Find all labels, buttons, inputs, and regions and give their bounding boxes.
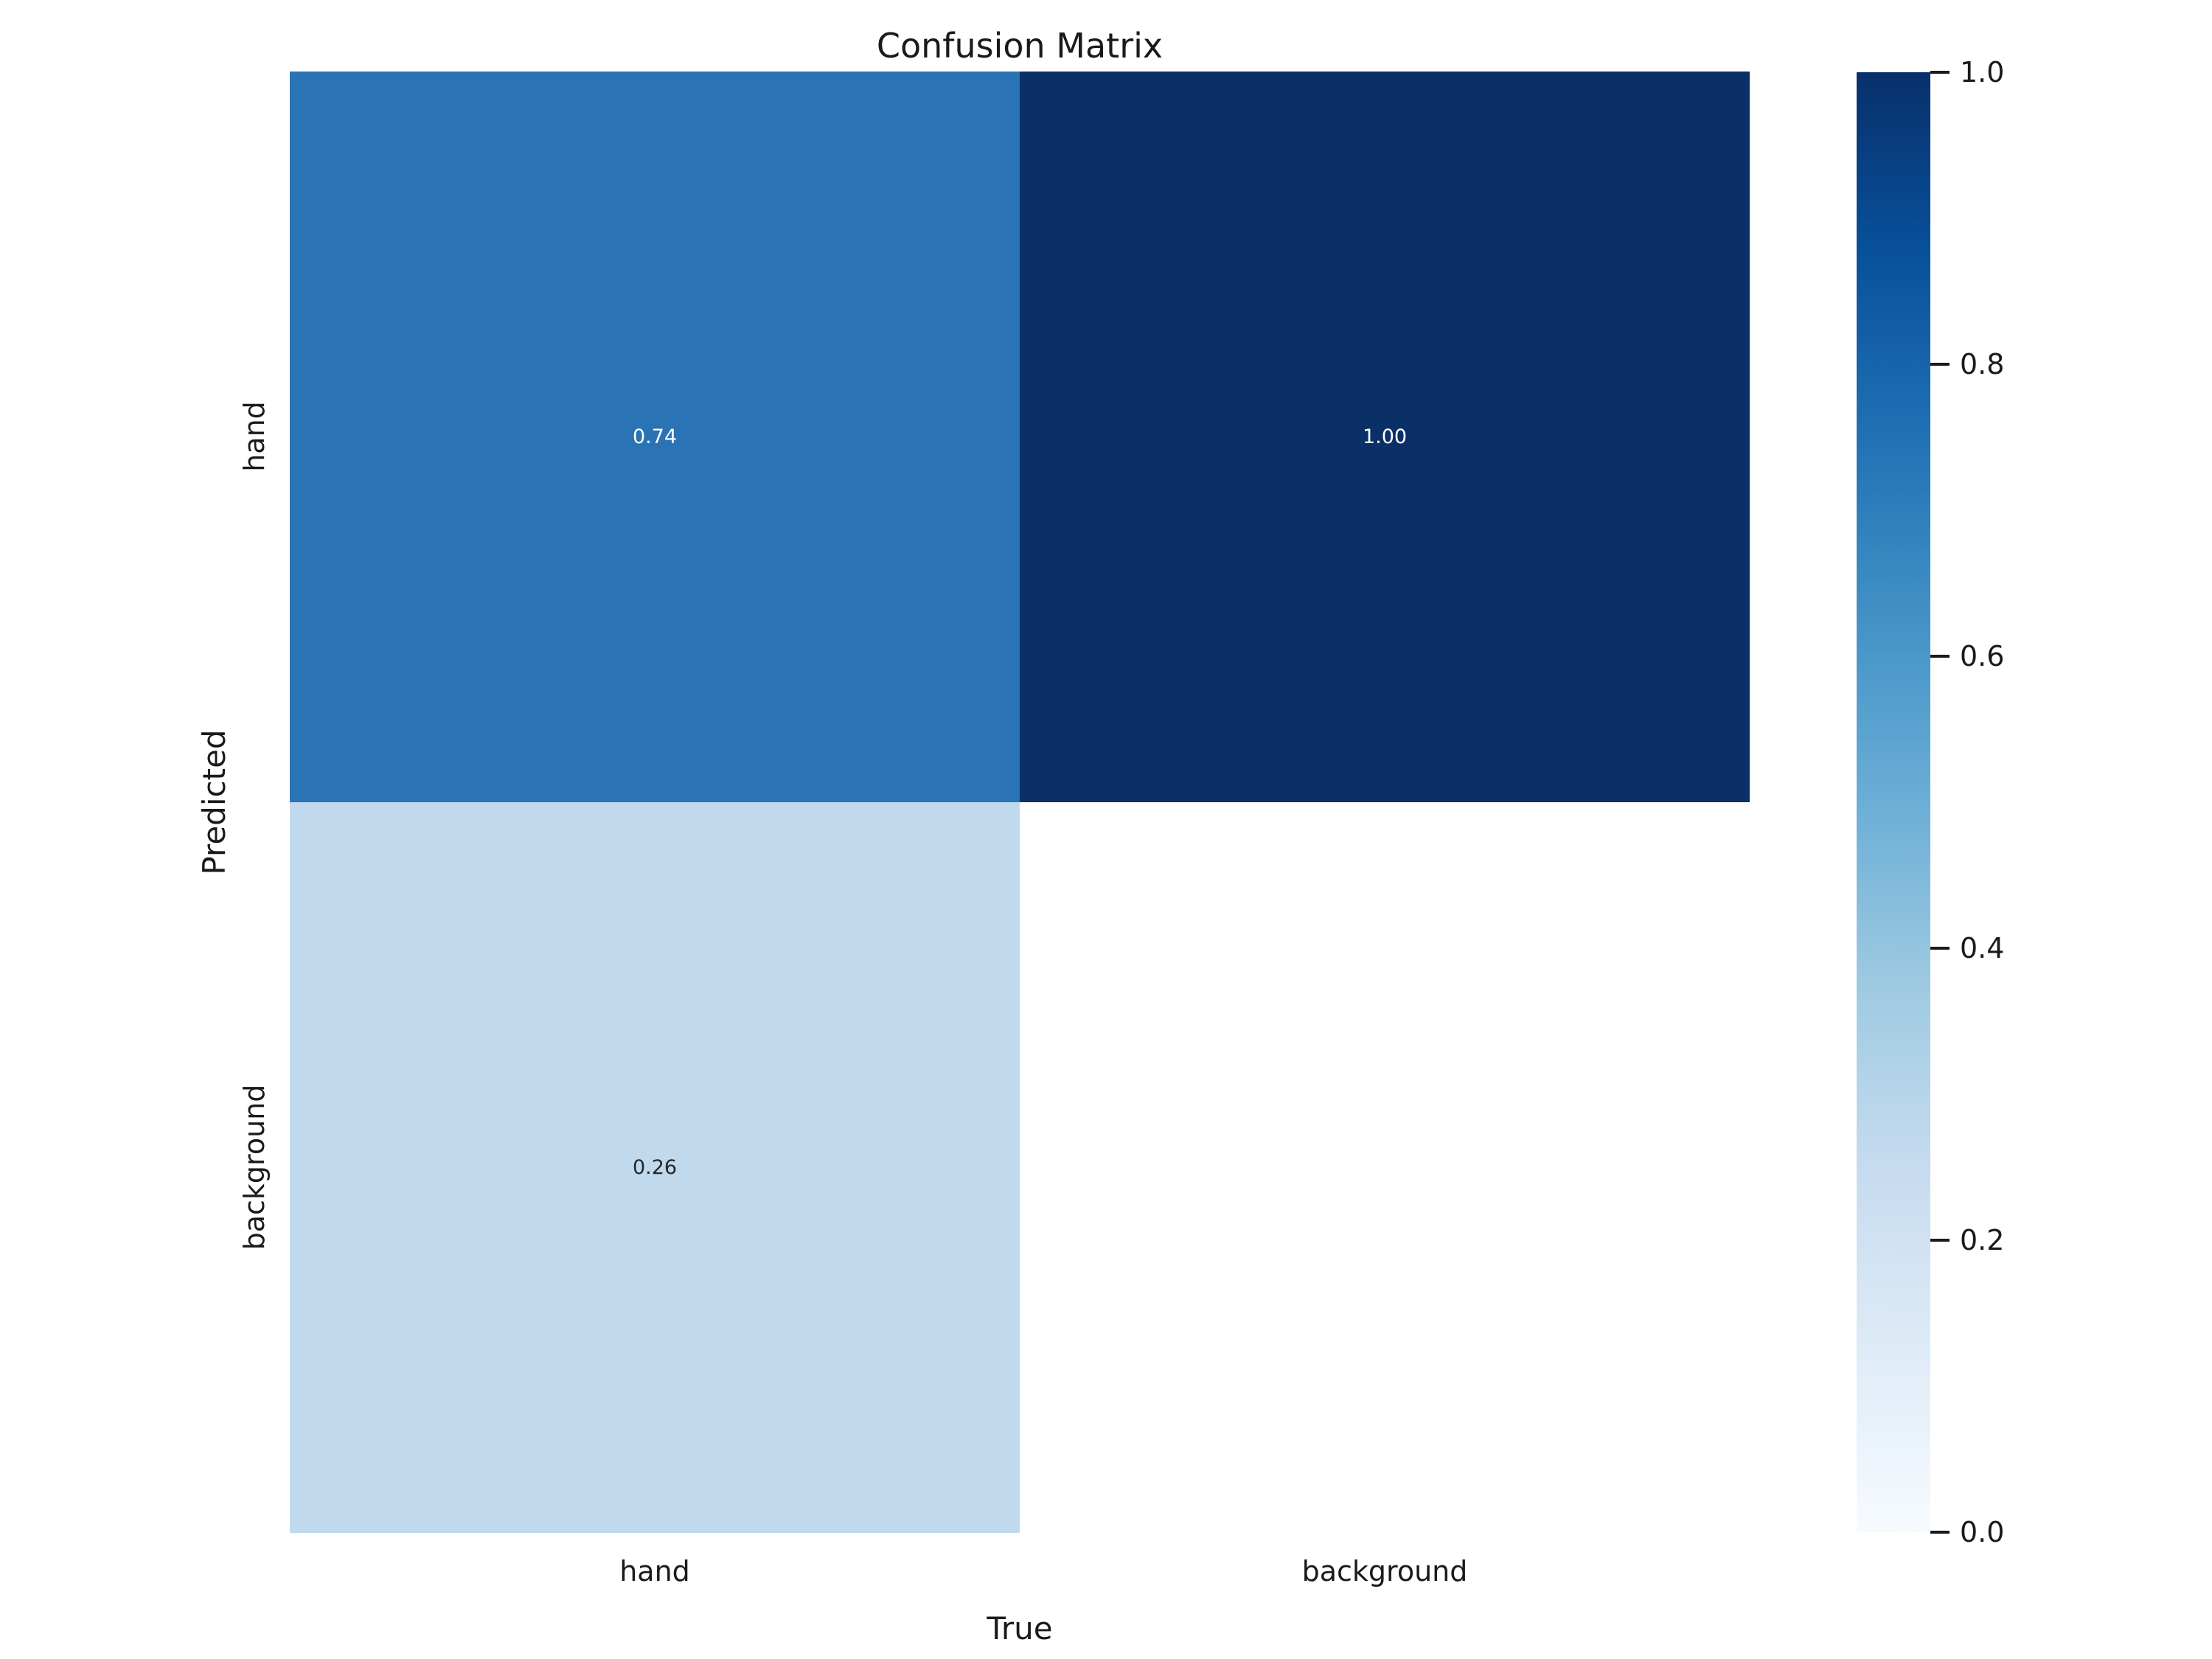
colorbar-tick-label: 0.8 xyxy=(1960,348,2005,380)
colorbar-tick: 0.4 xyxy=(1930,934,2004,962)
colorbar-tick-mark xyxy=(1930,71,1950,74)
cell-annotation: 0.74 xyxy=(632,425,678,448)
colorbar-tick: 0.2 xyxy=(1930,1226,2004,1254)
colorbar-tick-mark xyxy=(1930,363,1950,366)
colorbar-tick: 0.8 xyxy=(1930,350,2004,378)
colorbar-tick-mark xyxy=(1930,1239,1950,1242)
y-tick-background: background xyxy=(238,1084,271,1251)
colorbar-tick-label: 0.2 xyxy=(1960,1224,2005,1256)
colorbar-tick-label: 1.0 xyxy=(1960,56,2005,88)
colorbar-tick-mark xyxy=(1930,655,1950,658)
cell-annotation: 1.00 xyxy=(1362,425,1408,448)
y-axis-label: Predicted xyxy=(196,729,232,875)
colorbar-tick-mark xyxy=(1930,947,1950,950)
colorbar-tick-mark xyxy=(1930,1531,1950,1534)
chart-title: Confusion Matrix xyxy=(876,26,1164,66)
x-tick-background: background xyxy=(1301,1555,1468,1587)
x-tick-hand: hand xyxy=(619,1555,690,1587)
colorbar-tick-label: 0.0 xyxy=(1960,1516,2005,1548)
colorbar-tick: 1.0 xyxy=(1930,58,2004,86)
colorbar-tick-label: 0.6 xyxy=(1960,640,2005,672)
colorbar-tick: 0.0 xyxy=(1930,1518,2004,1546)
y-tick-hand: hand xyxy=(238,401,271,472)
heatmap-cell-background-background xyxy=(1020,802,1750,1533)
colorbar-tick-label: 0.4 xyxy=(1960,932,2005,964)
cell-annotation: 0.26 xyxy=(632,1156,678,1179)
heatmap-cell-hand-background: 1.00 xyxy=(1020,72,1750,802)
heatmap-cell-background-hand: 0.26 xyxy=(290,802,1020,1533)
heatmap: 0.74 1.00 0.26 xyxy=(290,72,1750,1533)
x-axis-label: True xyxy=(987,1610,1053,1646)
colorbar-tick: 0.6 xyxy=(1930,642,2004,670)
colorbar-gradient xyxy=(1857,72,1930,1532)
heatmap-cell-hand-hand: 0.74 xyxy=(290,72,1020,802)
